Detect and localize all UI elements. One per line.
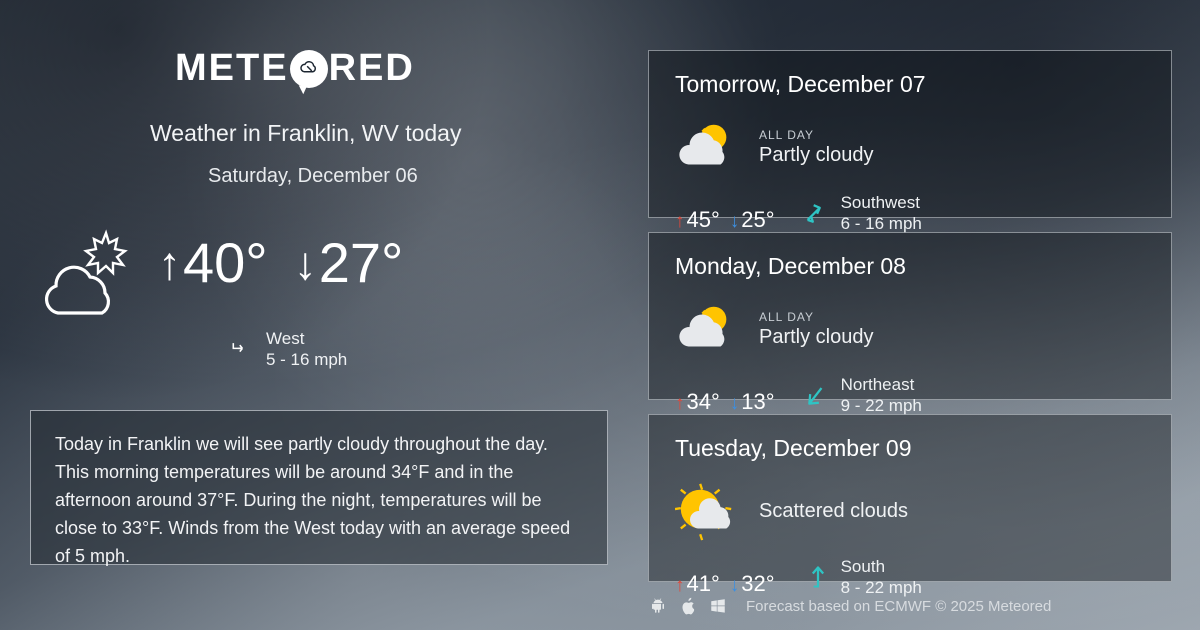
forecast-card-0[interactable]: Tomorrow, December 07 ALL DAY Partly clo… [648, 50, 1172, 218]
footer-attribution-text: Forecast based on ECMWF © 2025 Meteored [746, 598, 1051, 615]
windows-icon [708, 596, 728, 616]
current-weather-block: ↑ 40 ° ↓ 27 ° [38, 228, 403, 323]
current-wind-speed: 5 - 16 mph [266, 349, 347, 370]
forecast-icon-1 [675, 298, 737, 360]
forecast-icon-2 [675, 480, 737, 542]
wind-direction-icon-2 [805, 564, 831, 590]
meteored-logo: METE RED [175, 47, 415, 90]
current-weather-icon [38, 228, 138, 323]
forecast-icon-0 [675, 116, 737, 178]
current-temp-high: ↑ 40 ° [158, 230, 268, 295]
apple-icon [678, 596, 698, 616]
weather-summary-box: Today in Franklin we will see partly clo… [30, 410, 608, 565]
forecast-card-1[interactable]: Monday, December 08 ALL DAY Partly cloud… [648, 232, 1172, 400]
date-title: Saturday, December 06 [208, 165, 418, 188]
weather-app: METE RED Weather in Franklin, WV today S… [0, 0, 1200, 630]
app-footer: Forecast based on ECMWF © 2025 Meteored [648, 596, 1051, 616]
wind-direction-icon-1 [805, 382, 831, 408]
android-icon [648, 596, 668, 616]
location-title: Weather in Franklin, WV today [150, 120, 461, 147]
forecast-card-2[interactable]: Tuesday, December 09 Scattered clouds ↑4… [648, 414, 1172, 582]
forecast-card-list: Tomorrow, December 07 ALL DAY Partly clo… [648, 50, 1172, 596]
wind-direction-icon [232, 339, 258, 359]
current-wind-info: West 5 - 16 mph [232, 328, 347, 371]
wind-direction-icon-0 [805, 200, 831, 226]
meteored-logo-icon [290, 50, 328, 88]
current-temp-low: ↓ 27 ° [294, 230, 404, 295]
current-wind-direction: West [266, 328, 347, 349]
